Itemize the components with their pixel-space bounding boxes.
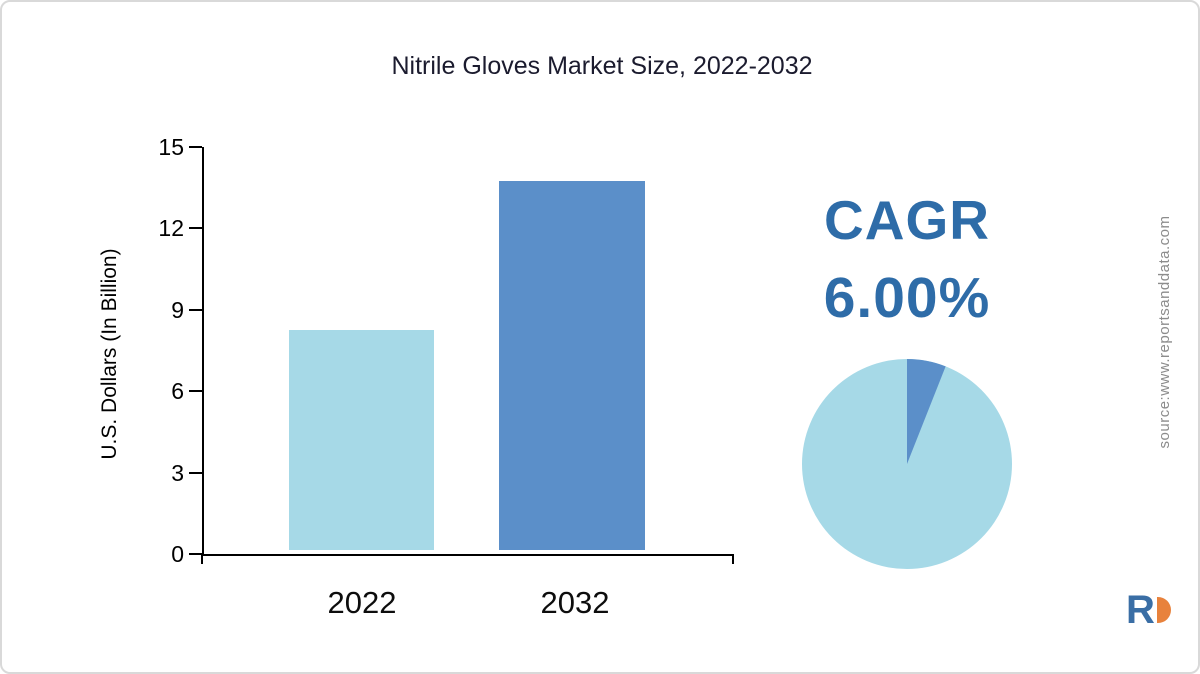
x-category-label: 2032 <box>540 585 610 620</box>
y-tick-mark <box>189 309 202 311</box>
y-tick-mark <box>189 390 202 392</box>
y-tick-label: 3 <box>171 460 184 486</box>
y-tick-mark <box>189 472 202 474</box>
y-tick-label: 12 <box>158 215 184 241</box>
y-tick-label: 6 <box>171 378 184 404</box>
logo-letter: R <box>1126 588 1155 632</box>
y-tick-label: 9 <box>171 297 184 323</box>
y-tick-label: 0 <box>171 541 184 567</box>
bar-2032 <box>499 181 645 550</box>
bar-2022 <box>289 330 434 550</box>
y-tick-mark <box>189 146 202 148</box>
y-tick-mark <box>189 227 202 229</box>
cagr-value: 6.00% <box>823 266 991 330</box>
y-tick-label: 15 <box>158 134 184 160</box>
x-axis-line <box>202 554 734 556</box>
y-axis-line <box>202 147 204 556</box>
y-tick-mark <box>189 553 202 555</box>
pie-slice <box>907 359 946 464</box>
pie-chart <box>802 359 1012 569</box>
cagr-label: CAGR <box>824 189 990 251</box>
x-tick-mark <box>732 554 734 564</box>
logo-orange-shape-icon <box>1156 597 1171 623</box>
y-axis-title: U.S. Dollars (In Billion) <box>98 248 121 460</box>
page-title: Nitrile Gloves Market Size, 2022-2032 <box>391 52 813 80</box>
brand-logo: R <box>1126 590 1171 630</box>
x-tick-mark <box>201 554 203 564</box>
source-credit: source:www.reportsanddata.com <box>1156 215 1173 449</box>
x-category-label: 2022 <box>327 585 397 620</box>
